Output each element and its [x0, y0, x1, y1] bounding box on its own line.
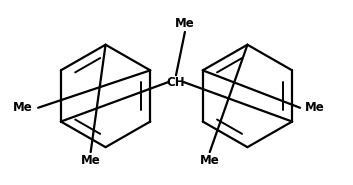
Text: CH: CH: [167, 76, 185, 89]
Text: Me: Me: [81, 154, 101, 167]
Text: Me: Me: [200, 154, 220, 167]
Text: Me: Me: [305, 101, 325, 114]
Text: Me: Me: [13, 101, 33, 114]
Text: Me: Me: [175, 17, 195, 30]
